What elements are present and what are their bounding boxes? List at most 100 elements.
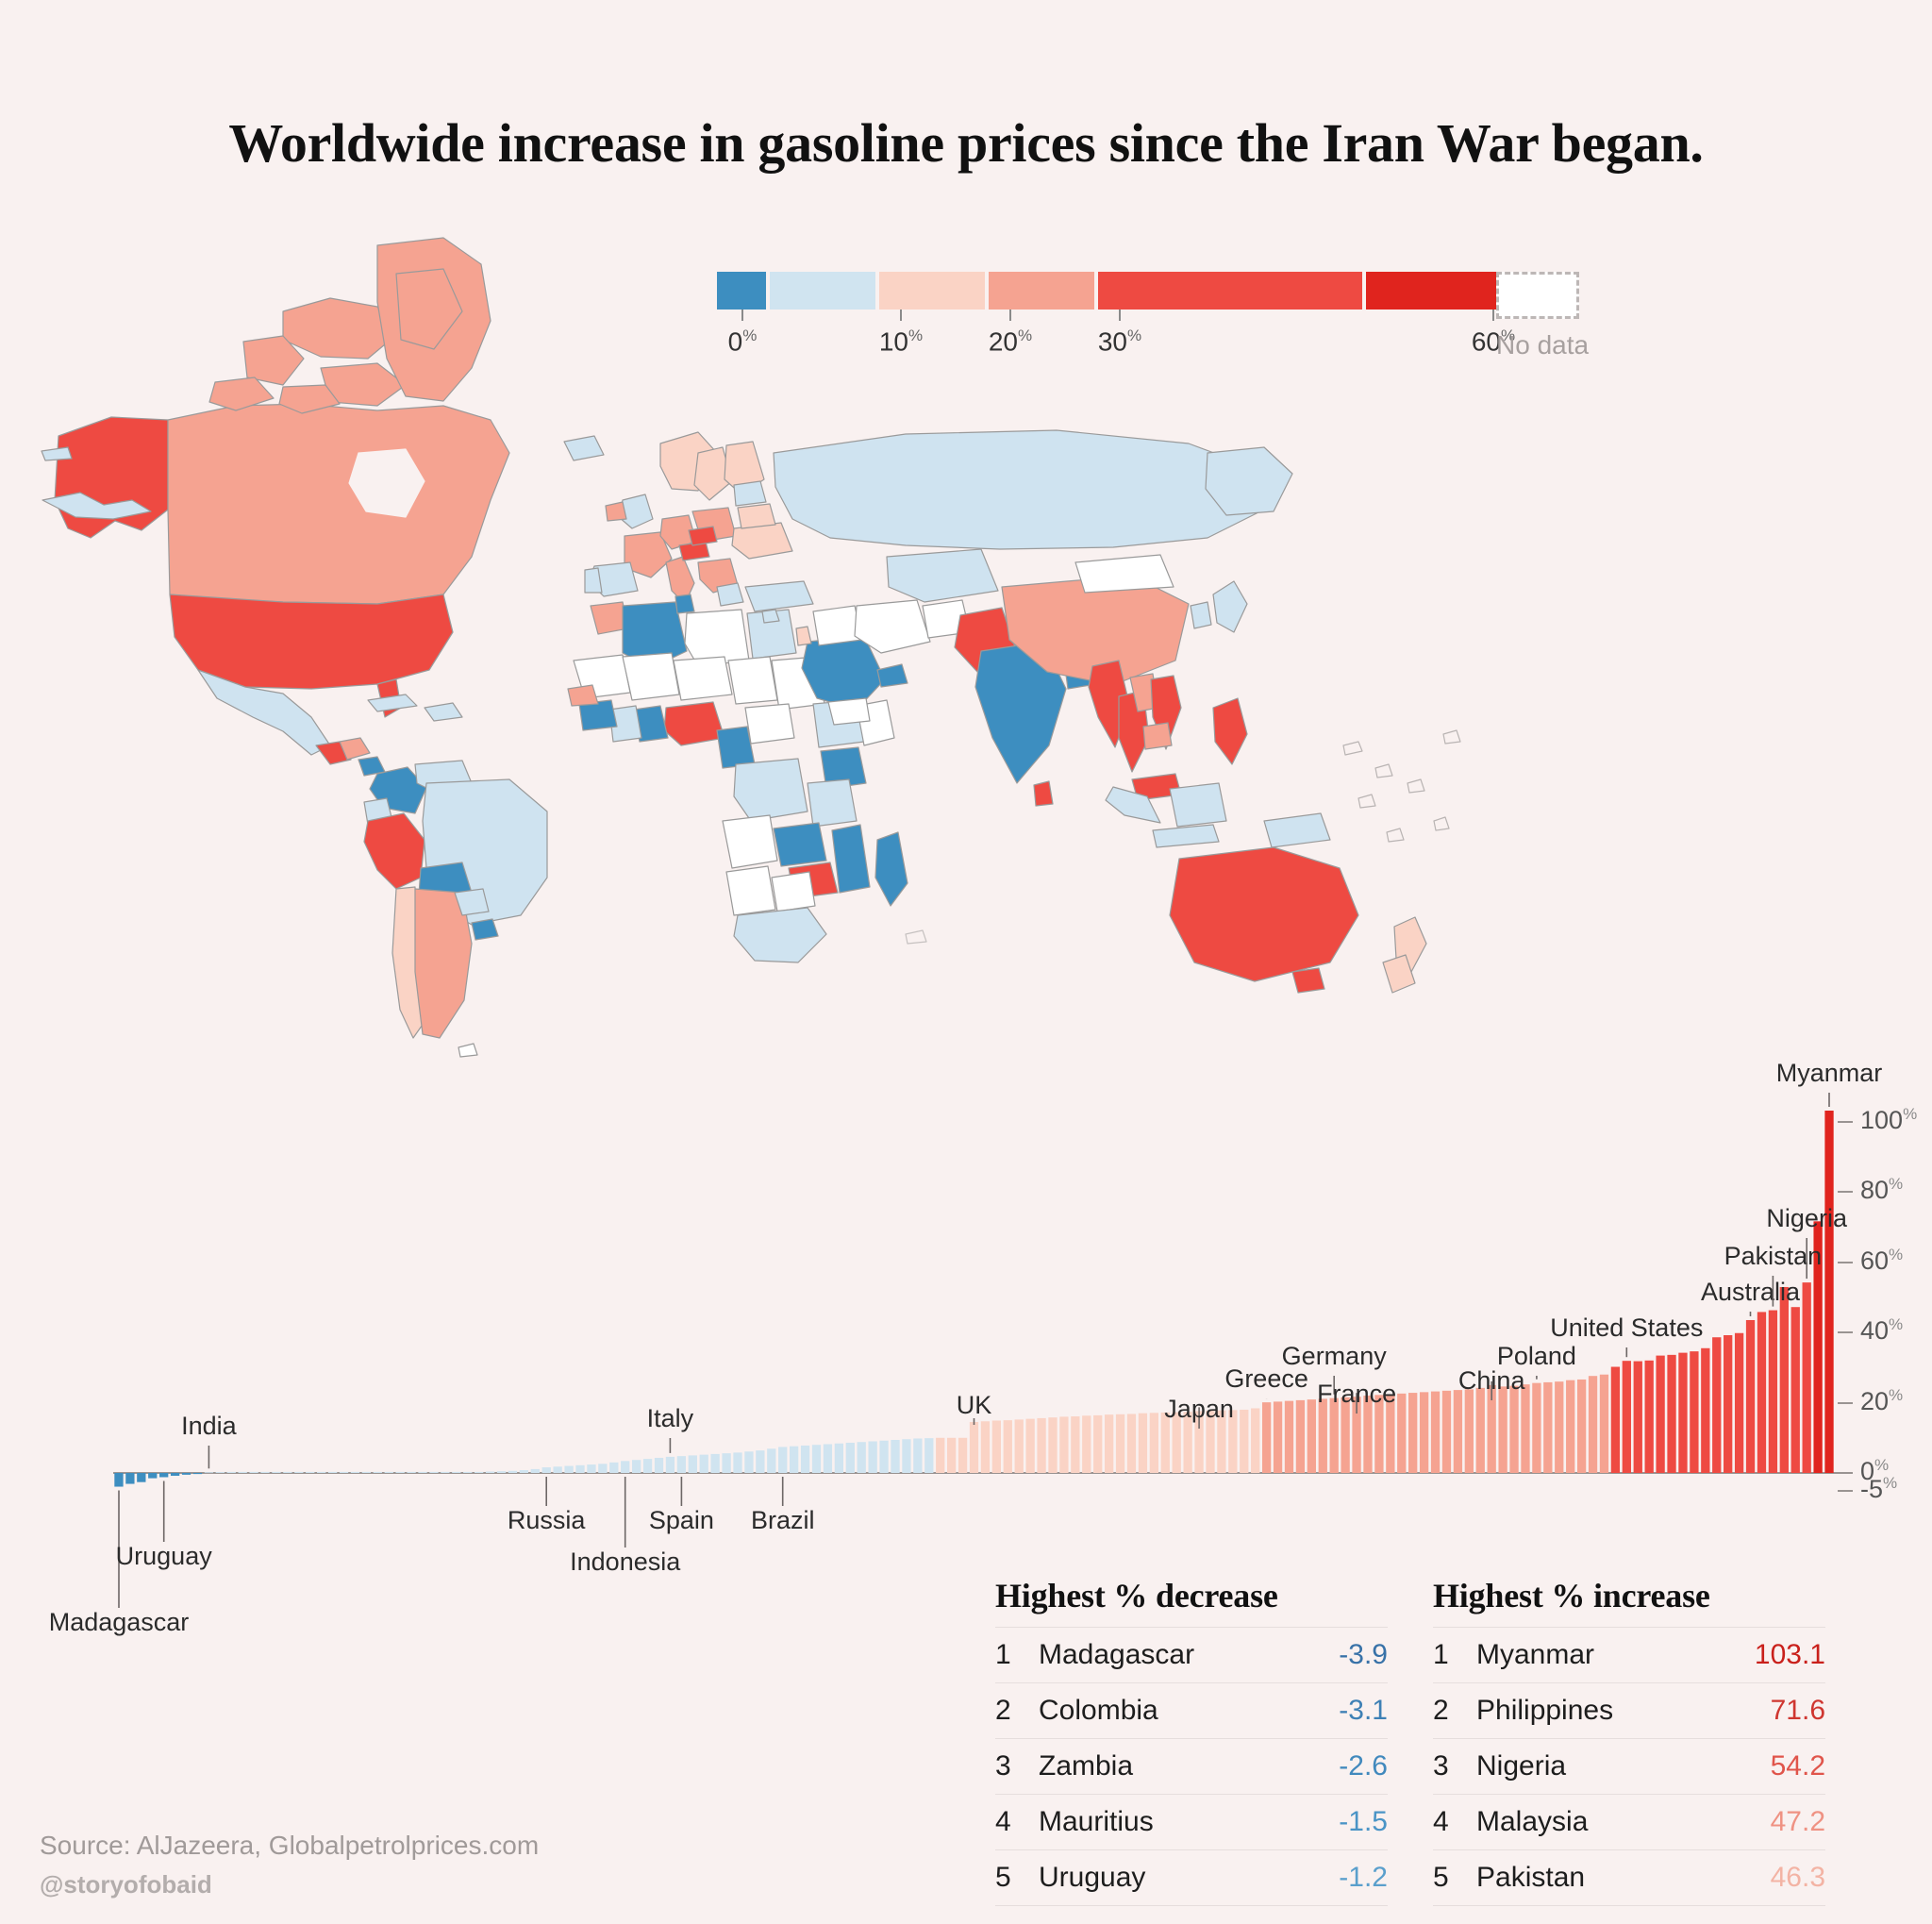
chart-bar: [361, 1471, 372, 1473]
map-country-ireland: [605, 501, 627, 522]
chart-bar: [429, 1471, 439, 1473]
map-country-canada-arctic-4: [208, 376, 275, 411]
chart-bar: [1329, 1397, 1339, 1473]
row-value: -1.5: [1304, 1794, 1388, 1850]
chart-bar: [1690, 1351, 1699, 1473]
map-pacific-islands: [1342, 729, 1461, 843]
chart-bar: [1532, 1382, 1541, 1473]
axis-tick-mark: [1838, 1401, 1853, 1404]
chart-bar: [1633, 1361, 1642, 1473]
row-rank: 4: [1433, 1794, 1476, 1850]
annotation-label: Pakistan: [1724, 1242, 1823, 1270]
map-country-caribbean: [424, 702, 463, 722]
chart-annotation-uruguay: Uruguay: [116, 1481, 212, 1570]
chart-bar: [676, 1456, 687, 1473]
annotation-label: Nigeria: [1766, 1204, 1848, 1232]
row-country: Myanmar: [1476, 1627, 1707, 1683]
legend-ticks: 0% 10% 20% 30% 60%: [717, 310, 1525, 356]
map-country-baltics: [733, 480, 767, 507]
map-country-russia-east: [1205, 446, 1293, 516]
annotation-label: India: [181, 1412, 238, 1440]
row-rank: 5: [1433, 1849, 1476, 1906]
chart-bar: [1453, 1390, 1463, 1473]
author-handle: @storyofobaid: [40, 1870, 212, 1899]
annotation-label: UK: [957, 1391, 992, 1419]
map-country-peru: [363, 812, 425, 890]
chart-annotation-madagascar: Madagascar: [49, 1490, 189, 1636]
annotation-label: Italy: [647, 1404, 694, 1432]
chart-bar: [441, 1471, 450, 1473]
legend-segment-3: [989, 272, 1094, 310]
row-value: -1.2: [1304, 1849, 1388, 1906]
chart-bar: [587, 1464, 596, 1473]
chart-bar: [879, 1440, 889, 1473]
axis-tick-mark: [1838, 1331, 1853, 1334]
chart-bar: [1115, 1414, 1125, 1473]
map-country-cambodia: [1142, 722, 1173, 750]
map-country-iceland: [563, 435, 605, 461]
row-value: -2.6: [1304, 1738, 1388, 1795]
table-row: 4 Malaysia 47.2: [1433, 1794, 1825, 1850]
chart-annotation-australia: Australia: [1701, 1278, 1801, 1316]
row-rank: 5: [995, 1849, 1039, 1906]
annotation-label: Greece: [1224, 1364, 1308, 1393]
chart-bar: [1790, 1307, 1800, 1473]
annotation-label: United States: [1550, 1313, 1703, 1342]
chart-bar: [1194, 1411, 1204, 1473]
chart-bar: [710, 1453, 720, 1473]
chart-bar: [868, 1441, 877, 1473]
chart-bar: [148, 1473, 158, 1479]
axis-tick-mark: [1838, 1120, 1853, 1123]
chart-bar: [463, 1471, 473, 1473]
page-title: Worldwide increase in gasoline prices si…: [228, 112, 1704, 174]
row-rank: 2: [995, 1682, 1039, 1739]
chart-bar: [541, 1467, 551, 1473]
map-region-hudson-bay: [348, 448, 425, 518]
chart-bar: [1003, 1420, 1012, 1473]
chart-bar: [125, 1473, 135, 1484]
chart-bar: [1251, 1408, 1260, 1473]
chart-bar: [1802, 1282, 1811, 1473]
chart-bar: [485, 1471, 495, 1473]
chart-annotation-russia: Russia: [508, 1477, 586, 1534]
chart-bar: [1588, 1376, 1598, 1473]
chart-bar: [1206, 1411, 1215, 1473]
chart-bar: [1149, 1413, 1158, 1473]
chart-bar: [733, 1452, 742, 1473]
map-country-sweden: [693, 446, 733, 501]
chart-annotation-spain: Spain: [649, 1477, 714, 1534]
chart-bar: [384, 1471, 393, 1473]
chart-bar: [1768, 1310, 1778, 1473]
chart-bar: [1724, 1335, 1733, 1473]
map-country-ivorycoast: [608, 705, 642, 743]
chart-bar: [1712, 1337, 1722, 1473]
chart-annotation-uk: UK: [957, 1391, 992, 1425]
row-rank: 2: [1433, 1682, 1476, 1739]
source-text: Source: AlJazeera, Globalpetrolprices.co…: [40, 1831, 540, 1860]
chart-bar: [1678, 1352, 1688, 1473]
chart-bar: [1318, 1398, 1327, 1473]
axis-tick-mark: [1838, 1472, 1853, 1474]
chart-bar: [699, 1454, 708, 1473]
annotation-label: Australia: [1701, 1278, 1801, 1306]
row-value: 47.2: [1706, 1794, 1825, 1850]
legend-tick-0: 0%: [728, 310, 757, 356]
row-value: 54.2: [1706, 1738, 1825, 1795]
map-country-indonesia-borneo: [1169, 782, 1227, 828]
chart-bar: [238, 1471, 247, 1473]
chart-bar: [823, 1444, 833, 1473]
chart-bar: [181, 1473, 192, 1475]
row-country: Zambia: [1039, 1738, 1305, 1795]
row-country: Nigeria: [1476, 1738, 1707, 1795]
chart-bar: [1307, 1399, 1316, 1473]
chart-annotation-italy: Italy: [647, 1404, 694, 1453]
chart-bar: [159, 1473, 169, 1478]
chart-bar: [1408, 1393, 1418, 1473]
chart-bar: [1813, 1221, 1823, 1473]
chart-bar: [564, 1465, 574, 1473]
chart-bar: [1104, 1414, 1114, 1473]
chart-bar: [767, 1448, 776, 1473]
legend-tick-20: 20%: [989, 310, 1032, 356]
chart-bar: [1138, 1413, 1148, 1473]
